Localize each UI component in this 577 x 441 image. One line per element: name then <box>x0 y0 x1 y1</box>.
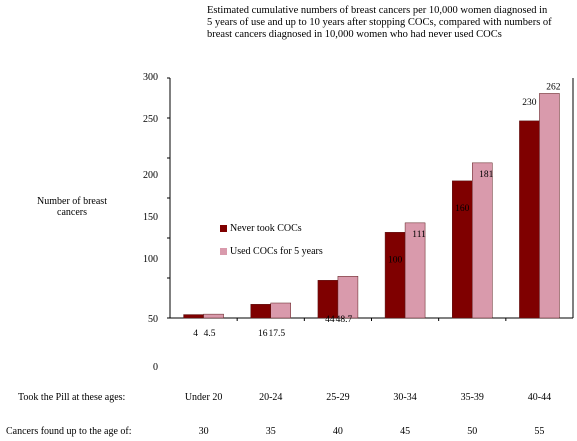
bar-used-cocs-5-years <box>203 313 224 319</box>
bar-used-cocs-5-years <box>337 276 359 319</box>
legend-item-never: Never took COCs <box>220 223 302 234</box>
row2-value: 30 <box>199 426 209 437</box>
x-category-label: 40-44 <box>528 392 551 403</box>
y-tick-label: 50 <box>148 314 158 325</box>
data-label-used: 111 <box>412 230 426 240</box>
data-label-used: 181 <box>479 170 494 180</box>
row2-value: 35 <box>266 426 276 437</box>
legend-swatch-never <box>220 225 227 232</box>
y-tick-label: 250 <box>143 114 158 125</box>
bar-used-cocs-5-years <box>270 302 291 319</box>
bar-never-took-cocs <box>384 232 406 319</box>
legend-label-never: Never took COCs <box>230 223 302 234</box>
data-label-never: 160 <box>455 204 470 214</box>
data-label-never: 230 <box>522 98 537 108</box>
y-axis-label: Number of breast cancers <box>37 196 107 218</box>
legend-label-used: Used COCs for 5 years <box>230 246 323 257</box>
x-category-label: 20-24 <box>259 392 282 403</box>
data-label-never: 16 <box>258 329 268 339</box>
bar-used-cocs-5-years <box>539 93 560 319</box>
bar-never-took-cocs <box>183 314 204 319</box>
x-category-label: Under 20 <box>185 392 223 403</box>
x-category-label: 30-34 <box>393 392 416 403</box>
row2-value: 50 <box>467 426 477 437</box>
row2-label: Cancers found up to the age of: <box>6 426 132 437</box>
bar-used-cocs-5-years <box>472 162 493 319</box>
row2-value: 40 <box>333 426 343 437</box>
data-label-never: 44 <box>325 315 335 325</box>
bar-never-took-cocs <box>452 180 473 319</box>
x-category-label: 35-39 <box>461 392 484 403</box>
data-label-never: 100 <box>388 255 403 265</box>
row2-value: 55 <box>534 426 544 437</box>
x-category-label: 25-29 <box>326 392 349 403</box>
y-tick-label: 150 <box>143 212 158 223</box>
bar-used-cocs-5-years <box>404 222 426 319</box>
data-label-used: 4.5 <box>204 329 216 339</box>
row1-label: Took the Pill at these ages: <box>18 392 125 403</box>
bar-never-took-cocs <box>519 120 540 319</box>
data-label-used: 48.7 <box>336 315 353 325</box>
legend-swatch-used <box>220 248 227 255</box>
data-label-never: 4 <box>193 329 198 339</box>
legend-item-used: Used COCs for 5 years <box>220 246 323 257</box>
y-tick-label: 300 <box>143 72 158 83</box>
row2-value: 45 <box>400 426 410 437</box>
y-tick-label: 0 <box>153 362 158 373</box>
bar-never-took-cocs <box>250 304 271 319</box>
data-label-used: 17.5 <box>268 329 285 339</box>
bar-never-took-cocs <box>317 280 339 319</box>
data-label-used: 262 <box>546 82 561 92</box>
y-tick-label: 100 <box>143 254 158 265</box>
chart-title: Estimated cumulative numbers of breast c… <box>207 5 552 40</box>
y-tick-label: 200 <box>143 170 158 181</box>
